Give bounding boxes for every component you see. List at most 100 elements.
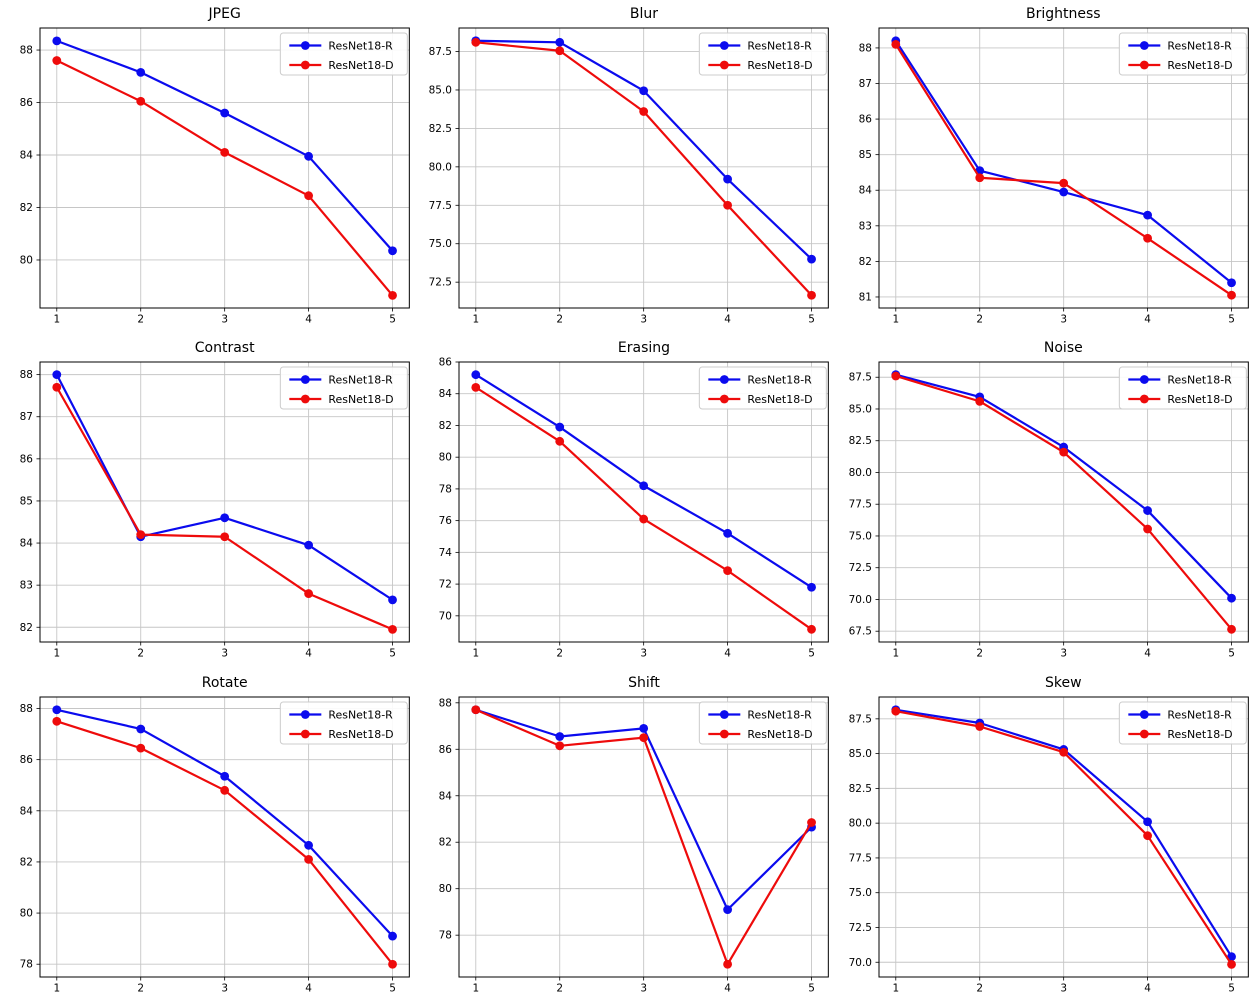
svg-text:80.0: 80.0 [848,467,871,479]
svg-text:72.5: 72.5 [848,563,871,575]
svg-text:4: 4 [1144,982,1151,994]
svg-text:74: 74 [439,547,453,559]
svg-text:86: 86 [20,754,34,766]
svg-text:75.0: 75.0 [848,531,871,543]
svg-text:87.5: 87.5 [429,46,452,58]
svg-text:5: 5 [1228,313,1235,325]
svg-text:1: 1 [53,982,60,994]
blur-line-plot: 1 2 3 4 5 72.5 75.0 77.5 80.0 82.5 85.0 87.5 ResNet1… [429,27,830,325]
svg-text:ResNet18-R: ResNet18-R [1167,708,1232,721]
svg-text:4: 4 [725,313,732,325]
subplot-blur: 1 2 3 4 5 72.5 75.0 77.5 80.0 82.5 85.0 87.5 ResNet1… [419,0,838,334]
svg-text:ResNet18-D: ResNet18-D [1167,59,1232,72]
svg-text:86: 86 [439,357,453,369]
svg-text:1: 1 [892,982,899,994]
svg-text:84: 84 [858,185,872,197]
svg-text:88: 88 [20,45,33,57]
svg-text:80.0: 80.0 [429,161,452,173]
svg-text:80: 80 [439,452,452,464]
svg-text:77.5: 77.5 [848,852,871,864]
svg-text:85: 85 [20,496,33,508]
svg-text:2: 2 [557,648,564,660]
svg-text:4: 4 [1144,313,1151,325]
svg-text:ResNet18-D: ResNet18-D [748,393,813,406]
svg-text:88: 88 [20,703,33,715]
svg-text:77.5: 77.5 [429,200,452,212]
svg-text:ResNet18-D: ResNet18-D [1167,727,1232,740]
svg-text:86: 86 [20,97,34,109]
svg-text:5: 5 [809,313,816,325]
svg-text:5: 5 [389,982,396,994]
svg-text:84: 84 [439,790,453,802]
svg-text:4: 4 [305,982,312,994]
svg-text:84: 84 [439,389,453,401]
svg-text:ResNet18-R: ResNet18-R [328,708,393,721]
svg-text:3: 3 [1060,982,1067,994]
svg-text:ResNet18-D: ResNet18-D [748,727,813,740]
svg-text:75.0: 75.0 [848,887,871,899]
svg-text:87: 87 [20,412,33,424]
svg-text:ResNet18-R: ResNet18-R [748,374,813,387]
svg-text:82: 82 [20,622,33,634]
svg-text:80: 80 [20,254,33,266]
svg-text:5: 5 [809,982,816,994]
subplot-title: Shift [628,674,660,691]
noise-line-plot: 1 2 3 4 5 67.5 70.0 72.5 75.0 77.5 80.0 82.5 85.0 87.… [848,361,1249,660]
svg-text:85.0: 85.0 [429,84,452,96]
svg-text:3: 3 [641,982,648,994]
skew-line-plot: 1 2 3 4 5 70.0 72.5 75.0 77.5 80.0 82.5 85.0 87.5 Res… [848,696,1249,994]
jpeg-line-plot: 1 2 3 4 5 80 82 84 86 88 ResNet18-R ResNet18-D [20,27,410,325]
svg-text:ResNet18-R: ResNet18-R [328,39,393,52]
svg-text:86: 86 [439,743,453,755]
svg-text:70: 70 [439,611,452,623]
svg-text:87.5: 87.5 [848,713,871,725]
svg-text:4: 4 [305,648,312,660]
svg-text:82: 82 [439,420,452,432]
svg-text:3: 3 [1060,648,1067,660]
erasing-line-plot: 1 2 3 4 5 70 72 74 76 78 80 82 84 86 ResNet18-R ResNet1… [439,357,830,660]
subplot-contrast: 1 2 3 4 5 82 83 84 85 86 87 88 ResNet18-R ResNet18-D … [0,334,419,668]
svg-text:82: 82 [439,836,452,848]
svg-text:88: 88 [439,697,452,709]
svg-text:ResNet18-R: ResNet18-R [748,708,813,721]
svg-text:87: 87 [858,78,871,90]
svg-text:84: 84 [20,805,34,817]
svg-text:72: 72 [439,579,452,591]
svg-text:5: 5 [1228,648,1235,660]
svg-text:5: 5 [1228,982,1235,994]
svg-text:84: 84 [20,150,34,162]
svg-text:88: 88 [858,42,871,54]
svg-text:85.0: 85.0 [848,404,871,416]
svg-text:5: 5 [389,648,396,660]
svg-text:ResNet18-R: ResNet18-R [328,374,393,387]
svg-text:4: 4 [725,982,732,994]
subplot-title: Skew [1045,674,1082,691]
svg-text:75.0: 75.0 [429,238,452,250]
subplot-erasing: 1 2 3 4 5 70 72 74 76 78 80 82 84 86 ResNet18-R ResNet1… [419,334,838,668]
svg-text:ResNet18-R: ResNet18-R [1167,374,1232,387]
subplot-title: Contrast [194,340,255,357]
svg-text:70.0: 70.0 [848,956,871,968]
svg-text:85.0: 85.0 [848,748,871,760]
svg-text:5: 5 [809,648,816,660]
svg-text:88: 88 [20,369,33,381]
subplot-title: Erasing [617,340,671,357]
svg-text:3: 3 [221,982,228,994]
svg-text:82.5: 82.5 [848,783,871,795]
svg-text:3: 3 [221,313,228,325]
svg-text:4: 4 [1144,648,1151,660]
subplot-rotate: 1 2 3 4 5 78 80 82 84 86 88 ResNet18-R ResNet18-D Ro… [0,669,419,1003]
svg-text:3: 3 [641,648,648,660]
subplot-title: Blur [629,6,659,22]
subplot-noise: 1 2 3 4 5 67.5 70.0 72.5 75.0 77.5 80.0 82.5 85.0 87.… [839,334,1258,668]
shift-line-plot: 1 2 3 4 5 78 80 82 84 86 88 ResNet18-R ResNet18-D [439,696,830,994]
rotate-line-plot: 1 2 3 4 5 78 80 82 84 86 88 ResNet18-R ResNet18-D [20,696,410,994]
svg-text:ResNet18-D: ResNet18-D [328,59,393,72]
svg-text:80.0: 80.0 [848,817,871,829]
svg-text:4: 4 [305,313,312,325]
svg-text:78: 78 [20,958,33,970]
svg-text:2: 2 [976,313,983,325]
svg-text:77.5: 77.5 [848,499,871,511]
svg-text:81: 81 [858,291,871,303]
